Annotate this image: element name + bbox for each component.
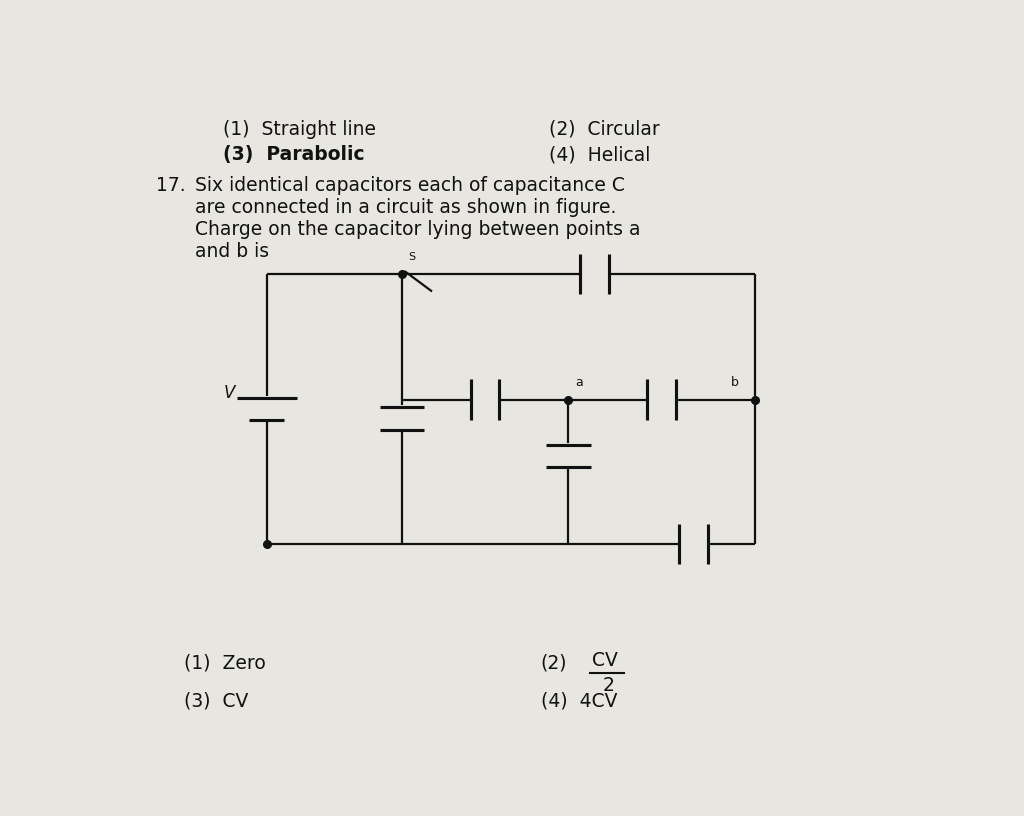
Text: 17.: 17. (156, 176, 185, 196)
Text: 2: 2 (602, 676, 614, 695)
Text: (2)  Circular: (2) Circular (549, 120, 659, 139)
Text: Charge on the capacitor lying between points a: Charge on the capacitor lying between po… (196, 220, 641, 239)
Text: Six identical capacitors each of capacitance C: Six identical capacitors each of capacit… (196, 176, 626, 196)
Text: (1)  Straight line: (1) Straight line (223, 120, 376, 139)
Text: (3)  CV: (3) CV (183, 692, 248, 711)
Text: CV: CV (592, 651, 618, 670)
Text: (3)  Parabolic: (3) Parabolic (223, 145, 365, 164)
Text: (1)  Zero: (1) Zero (183, 654, 265, 673)
Text: (4)  4CV: (4) 4CV (541, 692, 617, 711)
Text: (4)  Helical: (4) Helical (549, 145, 650, 164)
Text: and b is: and b is (196, 242, 269, 261)
Text: b: b (731, 375, 739, 388)
Text: a: a (574, 375, 583, 388)
Text: (2): (2) (541, 654, 567, 673)
Text: V: V (223, 384, 234, 402)
Text: are connected in a circuit as shown in figure.: are connected in a circuit as shown in f… (196, 198, 616, 217)
Text: S: S (409, 252, 416, 262)
